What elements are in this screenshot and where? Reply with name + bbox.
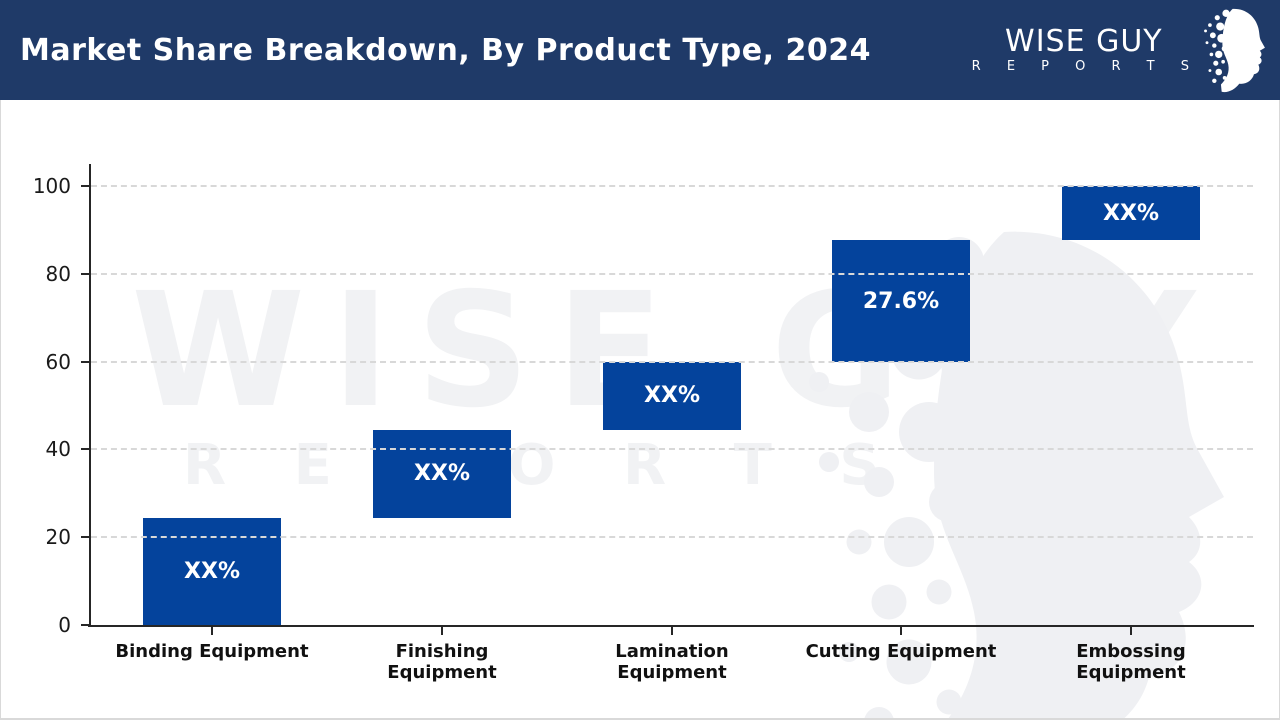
bar: XX% bbox=[373, 430, 511, 518]
x-axis-category-label-line: Equipment bbox=[617, 662, 727, 683]
watermark-subtitle: R E P O R T S bbox=[183, 433, 904, 498]
x-axis-category-label-line: Finishing bbox=[395, 641, 489, 662]
x-tick-mark bbox=[211, 627, 213, 635]
x-axis-category-label-line: Embossing bbox=[1076, 641, 1186, 662]
x-axis-category-label-line: Lamination bbox=[615, 641, 729, 662]
brand-logo: WISE GUY R E P O R T S bbox=[968, 6, 1272, 94]
x-axis-category-label-line: Equipment bbox=[387, 662, 497, 683]
y-tick-mark bbox=[81, 360, 89, 363]
gridline bbox=[91, 272, 1253, 275]
chart-canvas: WISE GUY R E P O R T S XX% XX% XX% 27.6% XX%… bbox=[0, 100, 1280, 720]
bar: XX% bbox=[143, 517, 281, 625]
y-axis-tick-label: 0 bbox=[58, 613, 71, 637]
x-axis-category-label-line: Cutting Equipment bbox=[805, 641, 997, 662]
x-tick-mark bbox=[900, 627, 902, 635]
bar-value-label: XX% bbox=[184, 558, 240, 584]
gridline bbox=[91, 536, 1253, 539]
x-axis-category-label: Cutting Equipment bbox=[786, 641, 1016, 662]
bar: XX% bbox=[603, 361, 741, 431]
y-tick-mark bbox=[81, 536, 89, 539]
x-tick-mark bbox=[671, 627, 673, 635]
page-title: Market Share Breakdown, By Product Type,… bbox=[20, 33, 871, 68]
gridline bbox=[91, 185, 1253, 187]
x-axis-spine bbox=[88, 625, 1254, 627]
header-bar: Market Share Breakdown, By Product Type,… bbox=[0, 0, 1280, 100]
plot-area: XX% XX% XX% 27.6% XX% 0 20 40 60 80 100 Binding Equ… bbox=[1, 100, 1279, 718]
y-tick-mark bbox=[81, 624, 89, 626]
y-axis-tick-label: 100 bbox=[32, 174, 71, 198]
y-tick-mark bbox=[81, 272, 89, 275]
y-axis-tick-label: 80 bbox=[45, 261, 71, 286]
bar-value-label: XX% bbox=[644, 383, 700, 409]
logo-head-icon bbox=[1186, 6, 1272, 94]
gridline bbox=[91, 448, 1253, 451]
y-tick-mark bbox=[81, 185, 89, 187]
x-axis-category-label-line: Binding Equipment bbox=[115, 641, 309, 662]
bar-value-label: XX% bbox=[414, 461, 470, 487]
y-axis-tick-label: 40 bbox=[45, 437, 71, 462]
x-axis-category-label: Binding Equipment bbox=[97, 641, 327, 662]
x-axis-category-label: Embossing Equipment bbox=[1016, 641, 1246, 683]
bar: XX% bbox=[1062, 186, 1200, 241]
y-tick-mark bbox=[81, 448, 89, 451]
x-axis-category-label-line: Equipment bbox=[1076, 662, 1186, 683]
x-axis-category-label: Lamination Equipment bbox=[557, 641, 787, 683]
brand-logo-text: WISE GUY R E P O R T S bbox=[968, 26, 1200, 75]
gridline bbox=[91, 360, 1253, 363]
y-axis-spine bbox=[89, 164, 91, 627]
y-axis-tick-label: 60 bbox=[45, 349, 71, 374]
y-axis-tick-label: 20 bbox=[45, 525, 71, 550]
bar-value-label: 27.6% bbox=[862, 288, 940, 314]
bar: 27.6% bbox=[832, 240, 970, 362]
x-tick-mark bbox=[1130, 627, 1132, 635]
bar-value-label: XX% bbox=[1103, 200, 1159, 226]
x-tick-mark bbox=[441, 627, 443, 635]
logo-wordmark: WISE GUY bbox=[1005, 23, 1163, 59]
x-axis-category-label: Finishing Equipment bbox=[327, 641, 557, 683]
logo-subtitle: R E P O R T S bbox=[971, 59, 1200, 75]
